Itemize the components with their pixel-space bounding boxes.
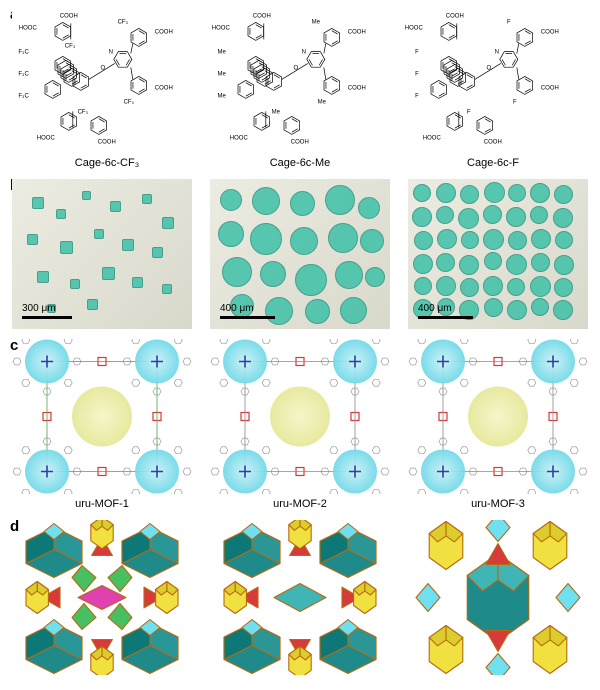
xtal-caption: uru-MOF-2 — [273, 498, 327, 510]
chem-caption: Cage-6c-Me — [270, 157, 331, 169]
svg-text:COOH: COOH — [484, 139, 502, 145]
scalebar: 300 μm — [22, 303, 72, 319]
svg-text:Me: Me — [217, 71, 226, 77]
svg-text:F₃C: F₃C — [18, 93, 29, 99]
scalebar: 400 μm — [418, 303, 473, 319]
svg-text:F₃C: F₃C — [18, 49, 29, 55]
svg-text:N: N — [302, 49, 306, 55]
svg-text:F: F — [415, 93, 419, 99]
chem-caption: Cage-6c-CF₃ — [75, 157, 139, 169]
chem-structure-0: COOH COOH CF₃ CF₃ COOH HOOC COOH HOOC CF₃ F₃C F₃C F… — [12, 8, 202, 169]
row-c: c uru-MOF-1uru-MOF-2uru-MOF-3 — [12, 339, 588, 510]
micrograph-0: 300 μm — [12, 179, 192, 329]
svg-text:O: O — [100, 65, 105, 71]
svg-text:N: N — [495, 49, 499, 55]
svg-text:COOH: COOH — [155, 85, 173, 91]
svg-text:HOOC: HOOC — [230, 135, 249, 141]
xtal-1: uru-MOF-2 — [210, 339, 390, 510]
svg-text:COOH: COOH — [541, 85, 559, 91]
svg-text:COOH: COOH — [155, 29, 173, 35]
polyhedra-2 — [408, 520, 588, 675]
scalebar: 400 μm — [220, 303, 275, 319]
svg-text:CF₃: CF₃ — [65, 43, 76, 49]
chem-structure-2: COOH COOH F F COOH HOOC COOH HOOC F F F F O N Cage-6c-… — [398, 8, 588, 169]
svg-text:Me: Me — [272, 109, 281, 115]
svg-text:HOOC: HOOC — [212, 25, 231, 31]
polyhedra-0 — [12, 520, 192, 675]
svg-text:HOOC: HOOC — [37, 135, 56, 141]
svg-text:F₃C: F₃C — [18, 71, 29, 77]
row-d: d — [12, 520, 588, 675]
svg-text:COOH: COOH — [348, 29, 366, 35]
chem-structure-1: COOH COOH Me Me COOH HOOC COOH HOOC Me Me Me Me O N Ca… — [205, 8, 395, 169]
figure-panel: a COOHCOOHCF₃CF₃COOHHOOCCOOHHOOCCF₃F₃CF₃… — [0, 0, 600, 683]
svg-text:HOOC: HOOC — [19, 25, 38, 31]
svg-text:Me: Me — [318, 99, 327, 105]
svg-text:HOOC: HOOC — [423, 135, 442, 141]
micrograph-1: 400 μm — [210, 179, 390, 329]
svg-text:CF₃: CF₃ — [118, 19, 129, 25]
svg-text:F: F — [415, 49, 419, 55]
polyhedra-1 — [210, 520, 390, 675]
svg-text:O: O — [486, 65, 491, 71]
row-b: b 300 μm400 μm400 μm — [12, 179, 588, 329]
svg-text:HOOC: HOOC — [405, 25, 424, 31]
chem-caption: Cage-6c-F — [467, 157, 519, 169]
svg-text:Me: Me — [217, 49, 226, 55]
svg-text:COOH: COOH — [98, 139, 116, 145]
xtal-0: uru-MOF-1 — [12, 339, 192, 510]
svg-text:Me: Me — [312, 19, 321, 25]
micrograph-2: 400 μm — [408, 179, 588, 329]
svg-text:Me: Me — [217, 93, 226, 99]
svg-text:F: F — [513, 99, 517, 105]
svg-text:F: F — [507, 19, 511, 25]
xtal-2: uru-MOF-3 — [408, 339, 588, 510]
svg-text:CF₃: CF₃ — [78, 109, 89, 115]
svg-text:CF₃: CF₃ — [124, 99, 135, 105]
svg-text:COOH: COOH — [541, 29, 559, 35]
svg-text:COOH: COOH — [348, 85, 366, 91]
svg-text:N: N — [109, 49, 113, 55]
svg-text:F: F — [467, 109, 471, 115]
row-a: a COOHCOOHCF₃CF₃COOHHOOCCOOHHOOCCF₃F₃CF₃… — [12, 8, 588, 169]
svg-text:COOH: COOH — [291, 139, 309, 145]
svg-text:COOH: COOH — [446, 13, 464, 19]
svg-text:F: F — [415, 71, 419, 77]
svg-text:COOH: COOH — [253, 13, 271, 19]
svg-text:COOH: COOH — [60, 13, 78, 19]
xtal-caption: uru-MOF-1 — [75, 498, 129, 510]
svg-text:O: O — [293, 65, 298, 71]
xtal-caption: uru-MOF-3 — [471, 498, 525, 510]
